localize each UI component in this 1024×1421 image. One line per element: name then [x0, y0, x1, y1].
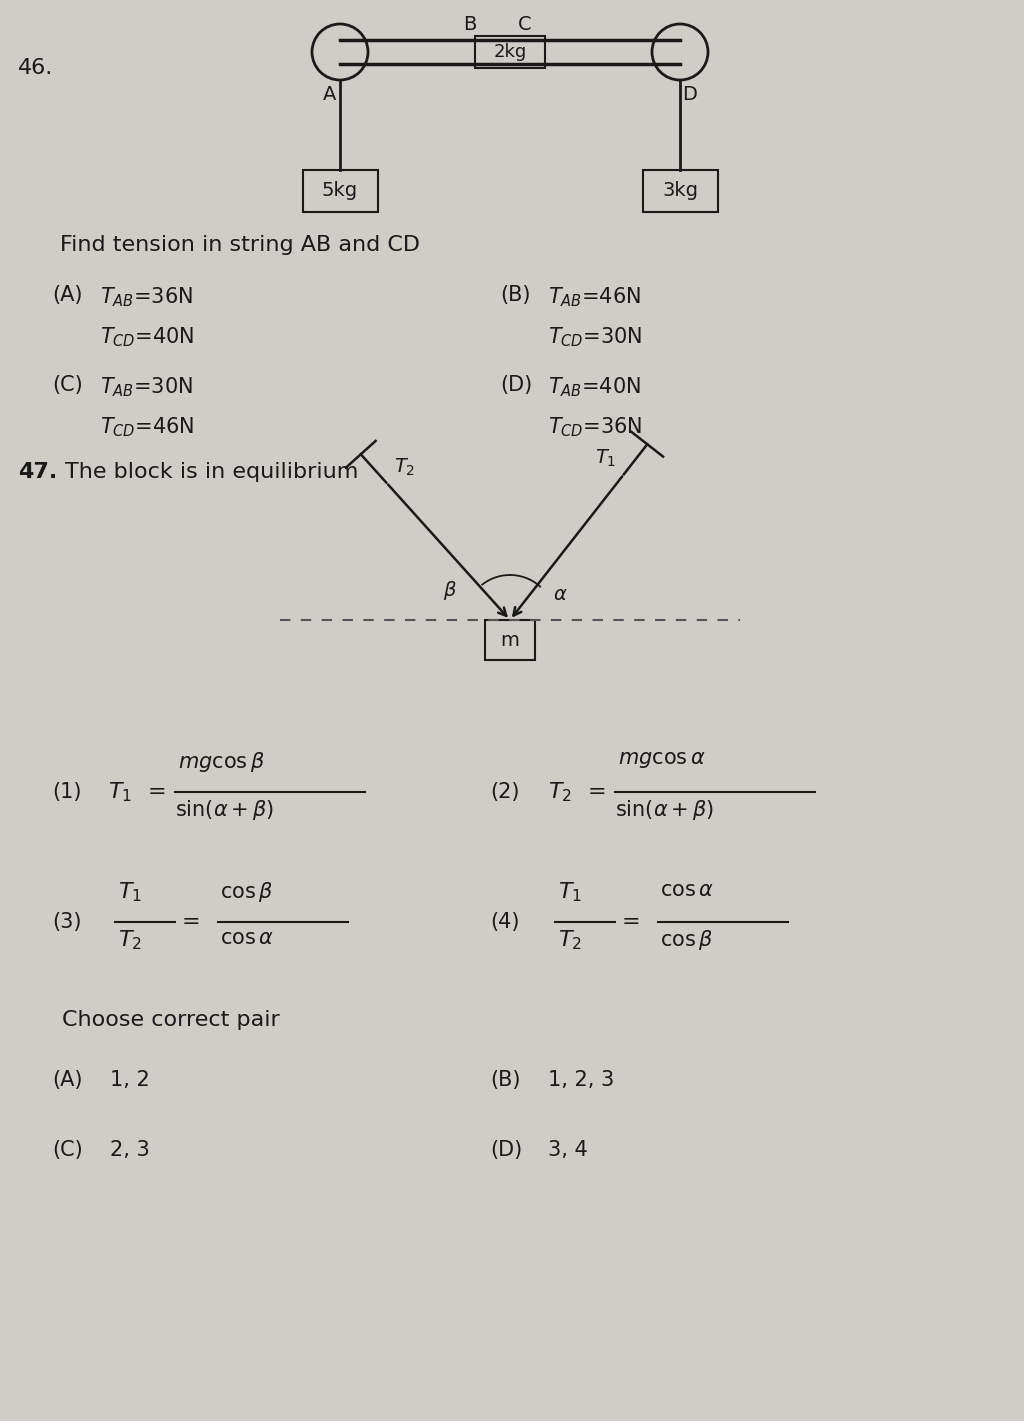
Text: $\sin(\alpha+\beta)$: $\sin(\alpha+\beta)$ [615, 799, 714, 821]
Text: (3): (3) [52, 912, 82, 932]
Text: 5kg: 5kg [322, 182, 358, 200]
Text: (C): (C) [52, 375, 83, 395]
Text: (1): (1) [52, 782, 82, 801]
Text: $T_{AB}$=40N: $T_{AB}$=40N [548, 375, 641, 399]
Text: $\cos\beta$: $\cos\beta$ [220, 880, 273, 904]
Text: C: C [518, 16, 531, 34]
Text: 1, 2, 3: 1, 2, 3 [548, 1070, 614, 1090]
Text: $T_{AB}$=36N: $T_{AB}$=36N [100, 286, 193, 308]
Text: $T_1$: $T_1$ [118, 880, 142, 904]
Text: =: = [148, 782, 167, 801]
Text: $T_2$: $T_2$ [558, 928, 582, 952]
Text: =: = [182, 912, 201, 932]
Text: (C): (C) [52, 1140, 83, 1160]
Text: $\cos\alpha$: $\cos\alpha$ [220, 928, 274, 948]
Text: =: = [588, 782, 606, 801]
Text: Find tension in string AB and CD: Find tension in string AB and CD [60, 234, 420, 254]
Text: B: B [463, 16, 477, 34]
Text: 2, 3: 2, 3 [110, 1140, 150, 1160]
FancyBboxPatch shape [642, 171, 718, 212]
Text: (4): (4) [490, 912, 519, 932]
Text: (A): (A) [52, 286, 83, 306]
Text: $\cos\beta$: $\cos\beta$ [660, 928, 713, 952]
Text: (A): (A) [52, 1070, 83, 1090]
Text: $T_{CD}$=46N: $T_{CD}$=46N [100, 415, 195, 439]
Text: $\alpha$: $\alpha$ [553, 585, 567, 604]
Text: $T_{CD}$=40N: $T_{CD}$=40N [100, 325, 195, 348]
FancyBboxPatch shape [485, 620, 535, 659]
Text: 1, 2: 1, 2 [110, 1070, 150, 1090]
Text: (D): (D) [500, 375, 532, 395]
Text: $\cos\alpha$: $\cos\alpha$ [660, 880, 714, 899]
Text: $\sin(\alpha+\beta)$: $\sin(\alpha+\beta)$ [175, 799, 274, 821]
Text: $T_{AB}$=30N: $T_{AB}$=30N [100, 375, 193, 399]
Text: m: m [501, 631, 519, 649]
Text: $mg\cos\beta$: $mg\cos\beta$ [178, 750, 265, 774]
Text: $T_2$: $T_2$ [118, 928, 142, 952]
FancyBboxPatch shape [475, 36, 545, 68]
Text: $T_{CD}$=36N: $T_{CD}$=36N [548, 415, 642, 439]
Text: $T_2$: $T_2$ [394, 456, 416, 477]
Text: $\beta$: $\beta$ [443, 578, 457, 601]
Text: $T_2$: $T_2$ [548, 780, 571, 804]
Text: (B): (B) [490, 1070, 520, 1090]
Text: $T_1$: $T_1$ [595, 448, 615, 469]
Text: $T_{AB}$=46N: $T_{AB}$=46N [548, 286, 641, 308]
Text: (B): (B) [500, 286, 530, 306]
Text: $mg\cos\alpha$: $mg\cos\alpha$ [618, 750, 706, 770]
Text: 46.: 46. [18, 58, 53, 78]
Text: =: = [622, 912, 641, 932]
Text: 3, 4: 3, 4 [548, 1140, 588, 1160]
Text: $T_1$: $T_1$ [558, 880, 582, 904]
Text: (2): (2) [490, 782, 519, 801]
Text: 3kg: 3kg [662, 182, 698, 200]
Text: $T_{CD}$=30N: $T_{CD}$=30N [548, 325, 642, 348]
Text: A: A [324, 85, 337, 104]
Text: The block is in equilibrium: The block is in equilibrium [65, 462, 358, 482]
FancyBboxPatch shape [302, 171, 378, 212]
Text: D: D [683, 85, 697, 104]
Text: 2kg: 2kg [494, 43, 526, 61]
Text: $T_1$: $T_1$ [108, 780, 132, 804]
Text: 47.: 47. [18, 462, 57, 482]
Text: (D): (D) [490, 1140, 522, 1160]
Text: Choose correct pair: Choose correct pair [62, 1010, 280, 1030]
